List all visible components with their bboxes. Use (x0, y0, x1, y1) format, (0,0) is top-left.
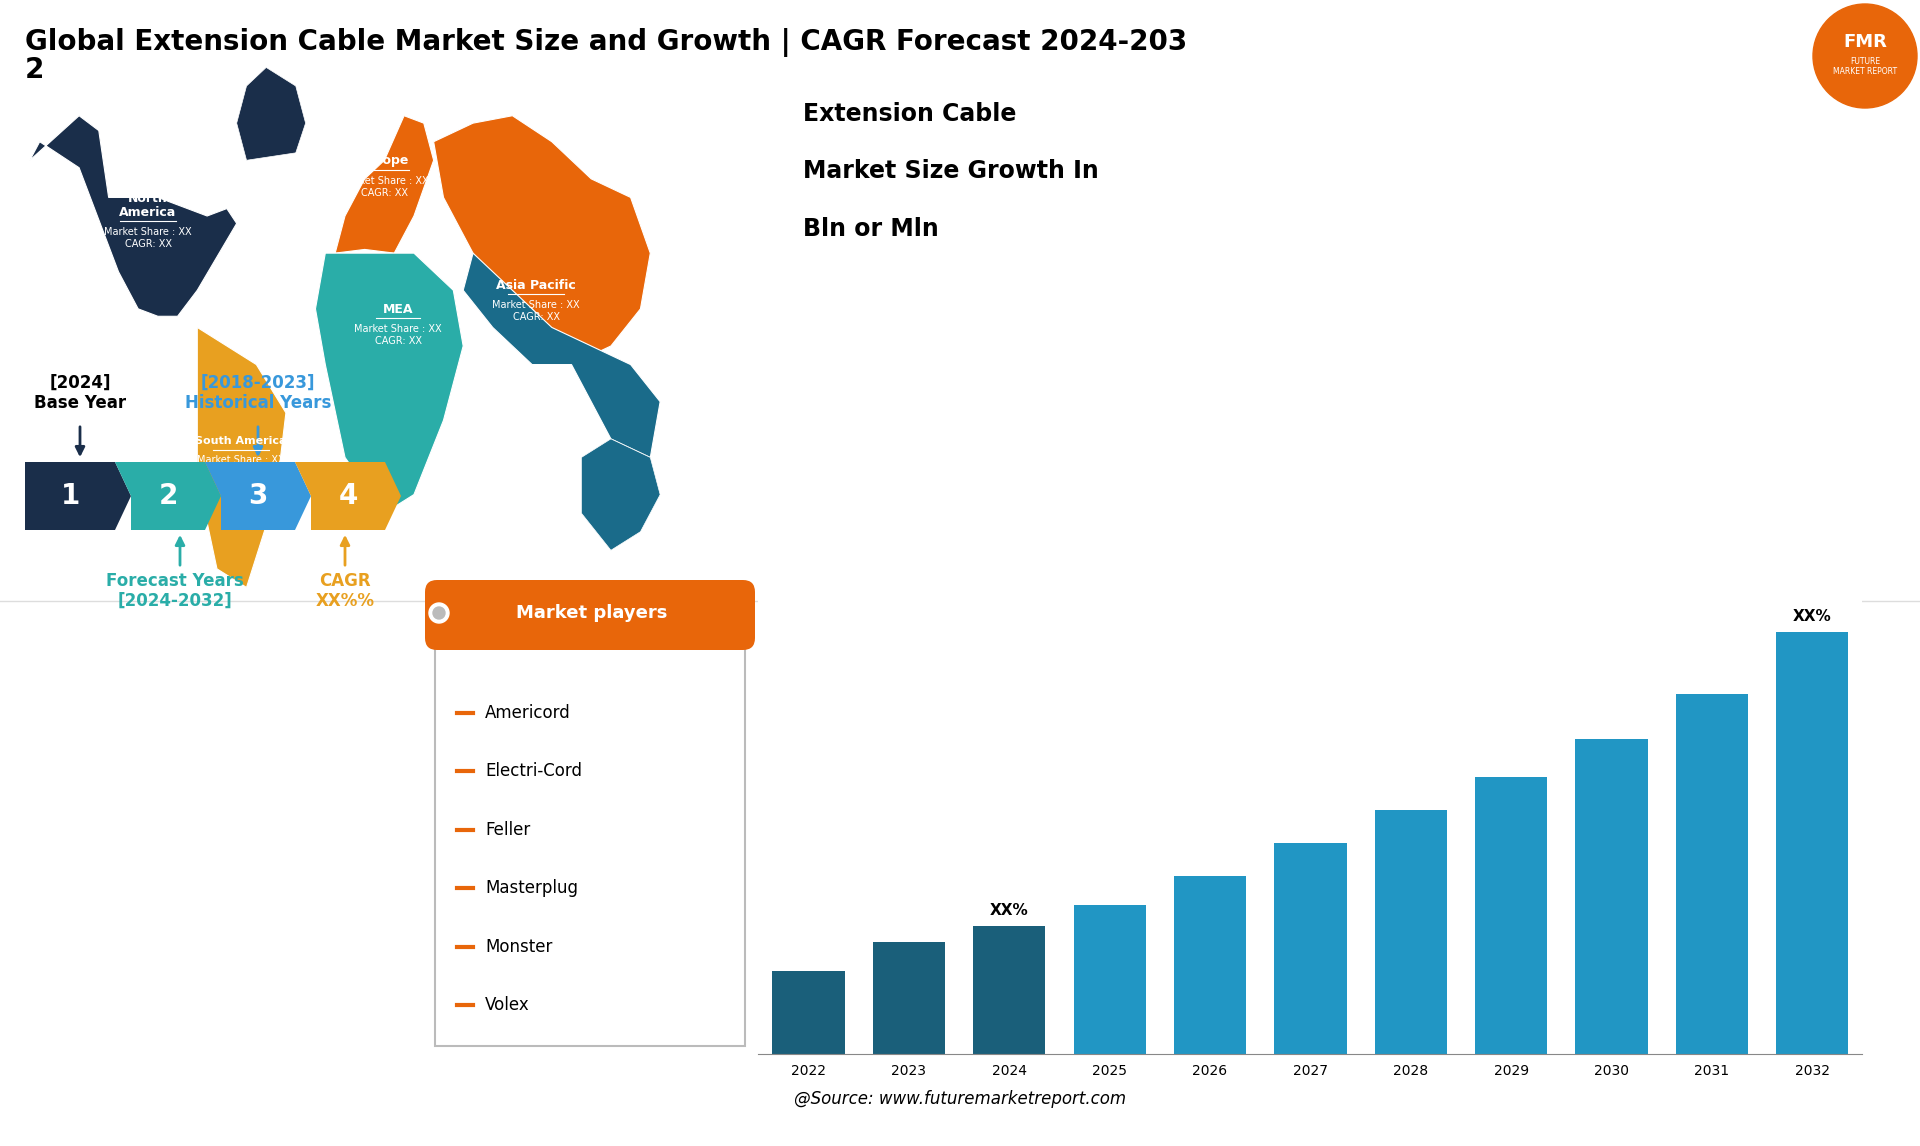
Circle shape (1108, 697, 1119, 709)
Text: Base Year: Base Year (35, 394, 127, 413)
Text: Office: Office (1160, 896, 1210, 915)
Text: XX%: XX% (991, 903, 1029, 918)
Bar (1676, 693, 1747, 1054)
Polygon shape (115, 462, 221, 529)
Text: XX%%: XX%% (315, 592, 374, 610)
Text: Market Share : XX: Market Share : XX (355, 324, 442, 335)
Text: South America: South America (194, 437, 286, 447)
FancyBboxPatch shape (780, 727, 1091, 1046)
Text: Extension Cable: Extension Cable (803, 102, 1016, 126)
FancyBboxPatch shape (424, 580, 755, 650)
Text: Asia Pacific: Asia Pacific (495, 278, 576, 292)
Text: Historical Years: Historical Years (184, 394, 330, 413)
Text: Monster: Monster (486, 937, 553, 956)
Circle shape (434, 607, 445, 619)
Text: [2018-2023]: [2018-2023] (202, 374, 315, 392)
Text: XX%: XX% (1793, 610, 1832, 625)
Bar (1776, 631, 1849, 1054)
Bar (973, 926, 1044, 1054)
Text: 4: 4 (338, 482, 357, 510)
Text: Residential: Residential (1160, 979, 1252, 997)
Text: [2024]: [2024] (50, 374, 111, 392)
Circle shape (1812, 3, 1916, 108)
Text: [2024-2032]: [2024-2032] (117, 592, 232, 610)
Text: Market players: Market players (516, 604, 668, 622)
Text: Market Share : XX: Market Share : XX (196, 455, 284, 465)
Text: America: America (119, 205, 177, 219)
Polygon shape (315, 253, 463, 513)
FancyBboxPatch shape (436, 636, 745, 1046)
Circle shape (1104, 693, 1123, 713)
Bar (1073, 905, 1146, 1054)
Text: CAGR: XX: CAGR: XX (374, 337, 422, 346)
Bar (1475, 777, 1548, 1054)
Polygon shape (236, 68, 305, 160)
Text: Market Share : XX: Market Share : XX (492, 300, 580, 311)
Text: Feller: Feller (486, 821, 530, 839)
FancyBboxPatch shape (1100, 670, 1430, 740)
Polygon shape (336, 116, 434, 253)
Bar (1275, 843, 1346, 1054)
Bar (1375, 810, 1448, 1054)
Text: Market Share : XX: Market Share : XX (104, 227, 192, 237)
Circle shape (428, 603, 449, 623)
Text: Industrial: Industrial (1160, 814, 1238, 831)
Bar (874, 942, 945, 1054)
Polygon shape (31, 116, 236, 316)
Polygon shape (205, 462, 311, 529)
Text: 2: 2 (157, 482, 179, 510)
Text: By application: By application (1194, 694, 1338, 712)
Text: CAGR: XX: CAGR: XX (217, 468, 265, 478)
Text: 1: 1 (60, 482, 79, 510)
Text: CAGR: XX: CAGR: XX (361, 188, 407, 198)
Text: @Source: www.futuremarketreport.com: @Source: www.futuremarketreport.com (795, 1090, 1125, 1108)
Text: Market Share : XX: Market Share : XX (340, 175, 428, 186)
Text: Volex: Volex (486, 996, 530, 1014)
Polygon shape (198, 328, 286, 588)
Text: Extension: Extension (829, 896, 912, 915)
Polygon shape (463, 253, 660, 457)
Polygon shape (25, 462, 131, 529)
Text: 3: 3 (248, 482, 267, 510)
FancyBboxPatch shape (1110, 727, 1421, 1046)
Text: CAGR: XX: CAGR: XX (513, 313, 559, 322)
Polygon shape (296, 462, 401, 529)
Text: Masterplug: Masterplug (486, 879, 578, 897)
Text: North: North (129, 191, 167, 204)
Text: Europe: Europe (359, 155, 409, 167)
Text: Other: Other (829, 979, 877, 997)
Circle shape (778, 697, 789, 709)
Circle shape (774, 693, 795, 713)
Text: Bln or Mln: Bln or Mln (803, 217, 939, 241)
Text: By type: By type (899, 694, 975, 712)
Text: FUTURE: FUTURE (1851, 56, 1880, 65)
Bar (1574, 739, 1647, 1054)
Text: Cable: Cable (829, 814, 877, 831)
Bar (1173, 877, 1246, 1054)
Bar (772, 972, 845, 1054)
Text: Forecast Years: Forecast Years (106, 572, 244, 590)
Text: Market Size Growth In: Market Size Growth In (803, 159, 1098, 183)
Text: CAGR: CAGR (319, 572, 371, 590)
Text: Electri-Cord: Electri-Cord (486, 762, 582, 780)
Polygon shape (434, 116, 651, 364)
Text: MEA: MEA (382, 303, 413, 316)
Text: 2: 2 (25, 56, 44, 84)
Text: FMR: FMR (1843, 33, 1887, 52)
Text: MARKET REPORT: MARKET REPORT (1834, 66, 1897, 76)
Text: Global Extension Cable Market Size and Growth | CAGR Forecast 2024-203: Global Extension Cable Market Size and G… (25, 28, 1187, 57)
Text: Americord: Americord (486, 704, 570, 722)
Text: CAGR: XX: CAGR: XX (125, 240, 171, 249)
Polygon shape (582, 439, 660, 550)
FancyBboxPatch shape (770, 670, 1100, 740)
